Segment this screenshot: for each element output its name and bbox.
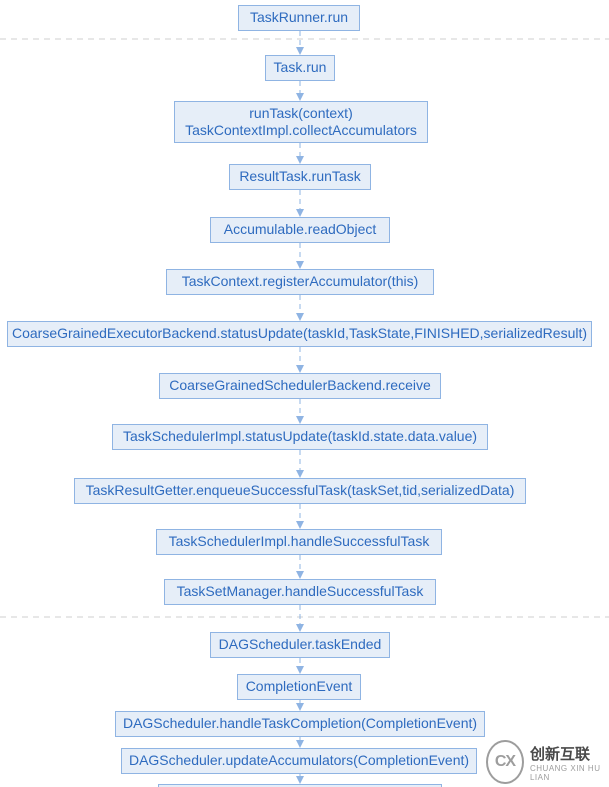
watermark-main: 创新互联 <box>530 743 609 764</box>
flow-node: TaskResultGetter.enqueueSuccessfulTask(t… <box>74 478 526 504</box>
flow-node: TaskContext.registerAccumulator(this) <box>166 269 434 295</box>
flow-node: TaskRunner.run <box>238 5 360 31</box>
flow-node: CoarseGrainedExecutorBackend.statusUpdat… <box>7 321 592 347</box>
flow-node: DAGScheduler.handleTaskCompletion(Comple… <box>115 711 485 737</box>
watermark-circle: CX <box>486 740 524 784</box>
flow-node: ResultTask.runTask <box>229 164 371 190</box>
flow-node: CoarseGrainedSchedulerBackend.receive <box>159 373 441 399</box>
flow-node: runTask(context) TaskContextImpl.collect… <box>174 101 428 143</box>
watermark-circle-text: CX <box>495 753 515 771</box>
flow-node: Task.run <box>265 55 335 81</box>
watermark-sub: CHUANG XIN HU LIAN <box>530 764 609 782</box>
flow-node: CompletionEvent <box>237 674 361 700</box>
watermark: CX 创新互联 CHUANG XIN HU LIAN <box>486 740 609 784</box>
flow-node: DAGScheduler.updateAccumulators(Completi… <box>121 748 477 774</box>
flow-node: TaskSetManager.handleSuccessfulTask <box>164 579 436 605</box>
flow-node: DAGScheduler.taskEnded <box>210 632 390 658</box>
flow-node: Accumulable.readObject <box>210 217 390 243</box>
flow-node: TaskSchedulerImpl.handleSuccessfulTask <box>156 529 442 555</box>
flow-node: TaskSchedulerImpl.statusUpdate(taskId.st… <box>112 424 488 450</box>
